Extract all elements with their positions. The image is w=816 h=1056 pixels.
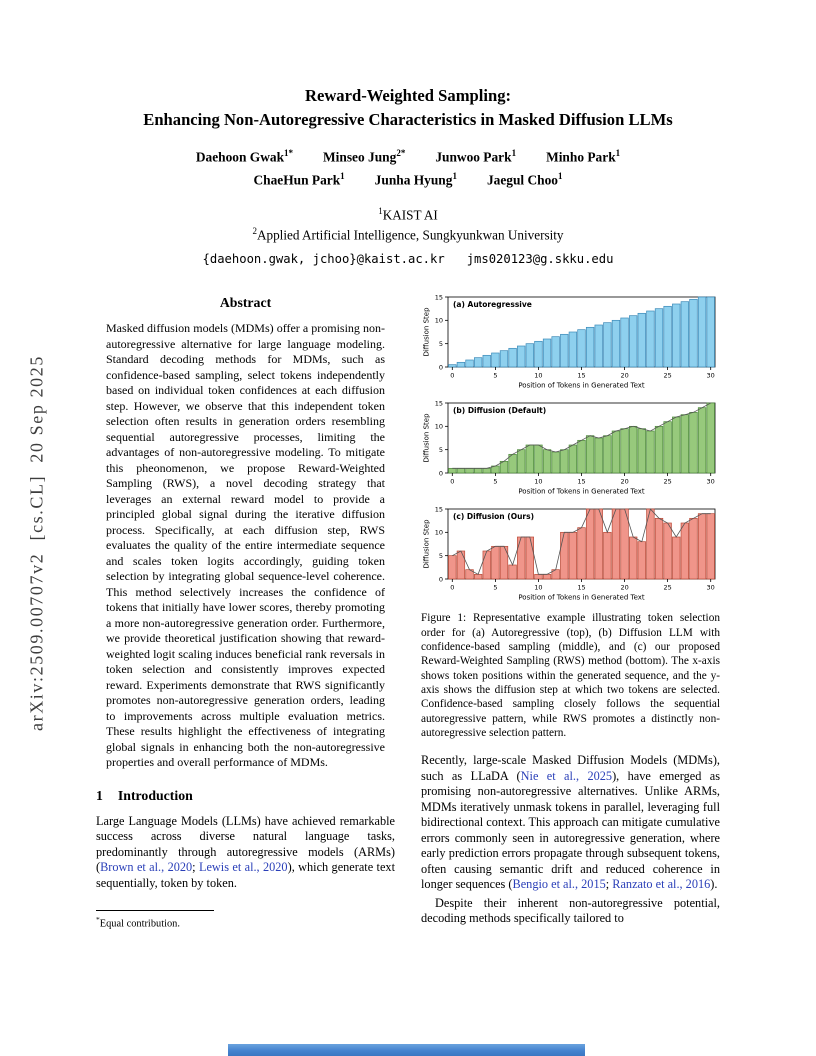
citation-link[interactable]: Brown et al., 2020 bbox=[100, 860, 193, 875]
citation-link[interactable]: Nie et al., 2025 bbox=[520, 768, 613, 783]
author-line-1: Daehoon Gwak1* Minseo Jung2* Junwoo Park1 M… bbox=[0, 148, 816, 165]
paper-title: Reward-Weighted Sampling: Enhancing Non-… bbox=[0, 84, 816, 131]
svg-text:30: 30 bbox=[707, 478, 715, 486]
svg-text:0: 0 bbox=[439, 576, 443, 584]
affiliation-2: 2Applied Artificial Intelligence, Sungky… bbox=[0, 225, 816, 245]
affiliations: 1KAIST AI 2Applied Artificial Intelligen… bbox=[0, 205, 816, 245]
author-name: Junha Hyung1 bbox=[374, 170, 457, 188]
svg-text:Diffusion Step: Diffusion Step bbox=[423, 307, 431, 357]
chart-autoregressive-svg: 0 5 10 15 0 5 10 15 20 25 30 (a) Autoregressive Posi… bbox=[423, 294, 716, 390]
svg-text:10: 10 bbox=[534, 478, 542, 486]
abstract-heading: Abstract bbox=[219, 295, 272, 311]
affiliation-1: 1KAIST AI bbox=[0, 205, 816, 225]
svg-text:5: 5 bbox=[439, 552, 443, 560]
citation-link[interactable]: Bengio et al., 2015 bbox=[512, 877, 606, 892]
figure1-chart-diffusion-ours: 0 5 10 15 0 5 10 15 20 25 30 (c) Diffusion (Ours) Po… bbox=[421, 505, 720, 602]
svg-text:5: 5 bbox=[439, 446, 443, 454]
author-name: Jaegul Choo1 bbox=[486, 170, 563, 188]
section-heading-introduction: 1 Introduction bbox=[96, 788, 395, 804]
section-title: Introduction bbox=[117, 787, 193, 803]
author-line-2: ChaeHun Park1 Junha Hyung1 Jaegul Choo1 bbox=[0, 171, 816, 188]
right-paragraph-2: Despite their inherent non-autoregressiv… bbox=[421, 895, 720, 926]
citation-link[interactable]: Lewis et al., 2020 bbox=[198, 860, 288, 875]
svg-text:15: 15 bbox=[577, 372, 585, 380]
svg-text:10: 10 bbox=[534, 372, 542, 380]
svg-text:(a) Autoregressive: (a) Autoregressive bbox=[453, 300, 532, 309]
affiliation-2-sup: 2 bbox=[252, 226, 257, 237]
figure1-chart-autoregressive: 0 5 10 15 0 5 10 15 20 25 30 (a) Autoregressive Posi… bbox=[421, 293, 720, 390]
svg-text:Diffusion Step: Diffusion Step bbox=[423, 413, 431, 463]
footnote-rule bbox=[96, 910, 214, 912]
affiliation-1-sup: 1 bbox=[378, 206, 383, 217]
svg-text:20: 20 bbox=[620, 478, 628, 486]
svg-text:0: 0 bbox=[450, 584, 454, 592]
footnote-marker: * bbox=[96, 915, 100, 925]
paper-header: Reward-Weighted Sampling: Enhancing Non-… bbox=[0, 0, 816, 266]
left-column: Abstract Masked diffusion models (MDMs) … bbox=[96, 293, 395, 930]
right-paragraph-1: Recently, large-scale Masked Diffusion M… bbox=[421, 753, 720, 892]
svg-text:(c) Diffusion (Ours): (c) Diffusion (Ours) bbox=[453, 512, 534, 521]
footnote-text: *Equal contribution. bbox=[96, 915, 180, 930]
svg-text:15: 15 bbox=[577, 478, 585, 486]
svg-text:5: 5 bbox=[493, 584, 497, 592]
svg-text:0: 0 bbox=[450, 478, 454, 486]
svg-text:0: 0 bbox=[450, 372, 454, 380]
affiliation-1-text: KAIST AI bbox=[382, 207, 438, 223]
affiliation-2-text: Applied Artificial Intelligence, Sungkyu… bbox=[256, 227, 564, 243]
svg-text:10: 10 bbox=[435, 423, 443, 431]
intro-paragraph-1: Large Language Models (LLMs) have achiev… bbox=[96, 813, 395, 890]
two-column-body: Abstract Masked diffusion models (MDMs) … bbox=[0, 293, 816, 930]
figure1-caption: Figure 1: Representative example illustr… bbox=[421, 612, 720, 739]
footnote: *Equal contribution. bbox=[96, 910, 395, 930]
author-name: Junwoo Park1 bbox=[435, 148, 517, 165]
svg-text:30: 30 bbox=[707, 584, 715, 592]
svg-text:15: 15 bbox=[435, 506, 443, 514]
figure1-chart-diffusion-default: 0 5 10 15 0 5 10 15 20 25 30 (b) Diffusion (Default… bbox=[421, 399, 720, 496]
author-emails: {daehoon.gwak, jchoo}@kaist.ac.kr jms020… bbox=[202, 252, 614, 267]
svg-text:5: 5 bbox=[493, 372, 497, 380]
svg-text:Position of Tokens in Generate: Position of Tokens in Generated Text bbox=[518, 594, 645, 602]
chart-diffusion-default-svg: 0 5 10 15 0 5 10 15 20 25 30 (b) Diffusion (Default… bbox=[423, 400, 716, 496]
next-page-figure-strip bbox=[228, 1044, 585, 1056]
author-name: Minho Park1 bbox=[546, 148, 621, 165]
svg-text:30: 30 bbox=[707, 372, 715, 380]
chart-diffusion-ours-svg: 0 5 10 15 0 5 10 15 20 25 30 (c) Diffusion (Ours) Po… bbox=[423, 506, 716, 602]
author-name: Daehoon Gwak1* bbox=[195, 148, 294, 165]
arxiv-watermark: arXiv:2509.00707v2 [cs.CL] 20 Sep 2025 bbox=[26, 355, 47, 731]
svg-text:25: 25 bbox=[663, 478, 671, 486]
svg-text:10: 10 bbox=[534, 584, 542, 592]
svg-text:25: 25 bbox=[663, 372, 671, 380]
svg-text:5: 5 bbox=[439, 340, 443, 348]
svg-text:10: 10 bbox=[435, 317, 443, 325]
svg-text:5: 5 bbox=[493, 478, 497, 486]
svg-text:10: 10 bbox=[435, 529, 443, 537]
svg-text:15: 15 bbox=[435, 294, 443, 302]
svg-text:15: 15 bbox=[577, 584, 585, 592]
title-line-2: Enhancing Non-Autoregressive Characteris… bbox=[143, 109, 673, 129]
svg-text:20: 20 bbox=[620, 372, 628, 380]
abstract-body: Masked diffusion models (MDMs) offer a p… bbox=[106, 321, 385, 770]
svg-text:(b) Diffusion (Default): (b) Diffusion (Default) bbox=[453, 406, 546, 415]
right-column: 0 5 10 15 0 5 10 15 20 25 30 (a) Autoregressive Posi… bbox=[421, 293, 720, 929]
svg-text:Position of Tokens in Generate: Position of Tokens in Generated Text bbox=[518, 382, 645, 390]
author-name: Minseo Jung2* bbox=[323, 148, 406, 165]
citation-link[interactable]: Ranzato et al., 2016 bbox=[612, 877, 711, 892]
svg-text:25: 25 bbox=[663, 584, 671, 592]
svg-text:15: 15 bbox=[435, 400, 443, 408]
svg-text:20: 20 bbox=[620, 584, 628, 592]
section-number: 1 bbox=[96, 787, 103, 803]
title-line-1: Reward-Weighted Sampling: bbox=[304, 86, 512, 105]
svg-text:Diffusion Step: Diffusion Step bbox=[423, 519, 431, 569]
svg-text:0: 0 bbox=[439, 364, 443, 372]
svg-text:Position of Tokens in Generate: Position of Tokens in Generated Text bbox=[518, 488, 645, 496]
svg-text:0: 0 bbox=[439, 470, 443, 478]
figure-1: 0 5 10 15 0 5 10 15 20 25 30 (a) Autoregressive Posi… bbox=[421, 293, 720, 740]
author-name: ChaeHun Park1 bbox=[253, 170, 345, 188]
